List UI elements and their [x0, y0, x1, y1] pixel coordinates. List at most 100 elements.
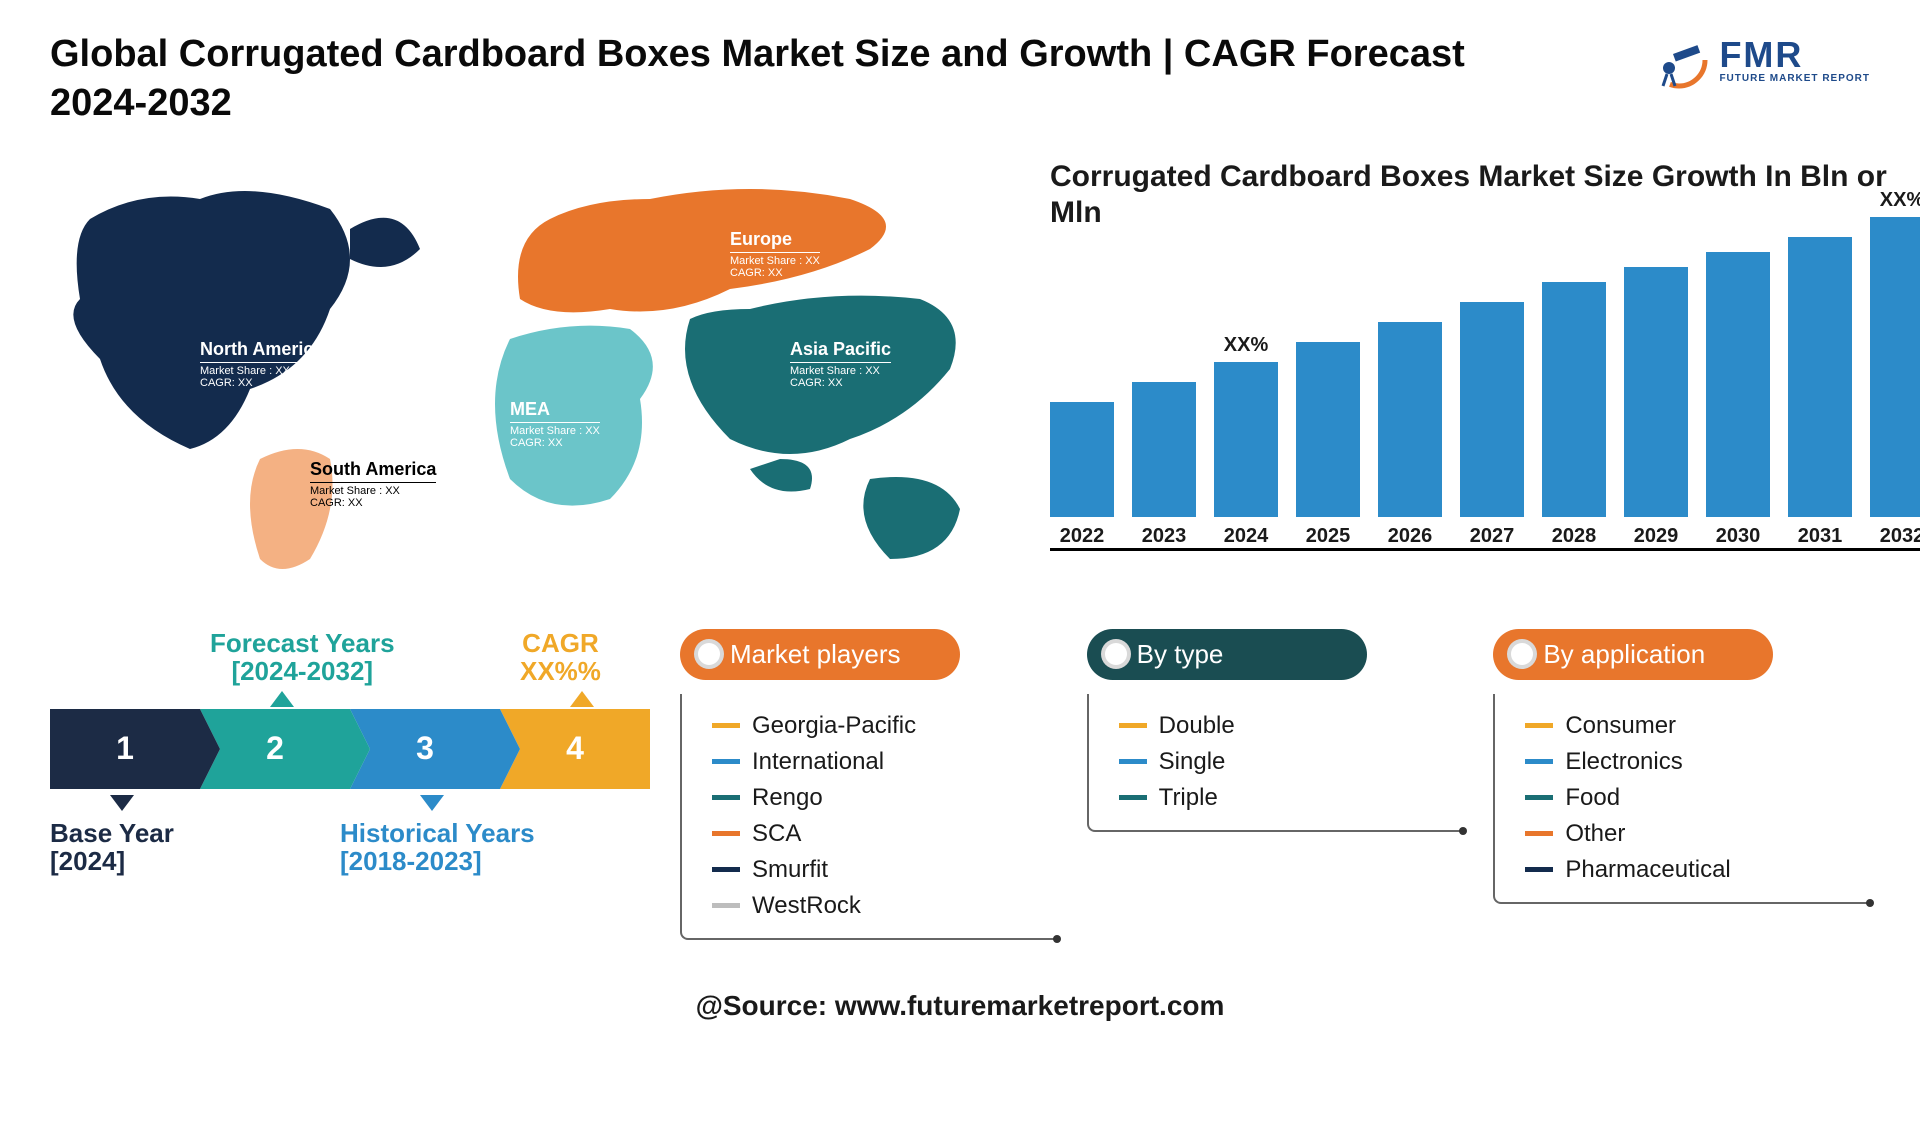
- bar-2029: 2029: [1624, 267, 1688, 548]
- color-dash-icon: [712, 867, 740, 872]
- tl-historical-years: Historical Years[2018-2023]: [340, 819, 535, 876]
- color-dash-icon: [712, 903, 740, 908]
- region-label-ap: Asia Pacific Market Share : XX CAGR: XX: [790, 339, 891, 389]
- bar-rect: [1214, 362, 1278, 517]
- list-item-label: Single: [1159, 748, 1226, 776]
- bar-chart-market-growth: Corrugated Cardboard Boxes Market Size G…: [1050, 159, 1920, 579]
- timeline-seg-2: 2: [200, 709, 350, 789]
- color-dash-icon: [1525, 867, 1553, 872]
- tl-base-year: Base Year[2024]: [50, 819, 174, 876]
- bar-2031: 2031: [1788, 237, 1852, 548]
- bar-rect: [1132, 382, 1196, 517]
- tl-arrow-down-icon: [420, 795, 444, 811]
- chevron-right-icon: [500, 709, 520, 789]
- tl-forecast-years: Forecast Years[2024-2032]: [210, 629, 395, 686]
- list-item-label: Georgia-Pacific: [752, 712, 916, 740]
- list-item-label: Triple: [1159, 784, 1218, 812]
- list-item: Smurfit: [712, 852, 1047, 888]
- bar-rect: [1870, 217, 1920, 517]
- bar-year-label: 2030: [1716, 525, 1761, 548]
- color-dash-icon: [712, 759, 740, 764]
- bar-2024: XX%2024: [1214, 362, 1278, 548]
- timeline-seg-1: 1: [50, 709, 200, 789]
- telescope-icon: [1649, 30, 1709, 90]
- list-item: Georgia-Pacific: [712, 708, 1047, 744]
- callout-2024: XX%: [1224, 334, 1268, 357]
- chevron-right-icon: [350, 709, 370, 789]
- list-item: Rengo: [712, 780, 1047, 816]
- pill-by-application: By application: [1493, 629, 1773, 680]
- timeline-infographic: Forecast Years[2024-2032] CAGRXX%% 1234 …: [50, 629, 650, 789]
- bar-2022: 2022: [1050, 402, 1114, 548]
- bar-year-label: 2031: [1798, 525, 1843, 548]
- logo-subtitle: FUTURE MARKET REPORT: [1719, 73, 1870, 84]
- bar-rect: [1624, 267, 1688, 517]
- list-item-label: Pharmaceutical: [1565, 856, 1730, 884]
- color-dash-icon: [1525, 795, 1553, 800]
- fmr-logo: FMR FUTURE MARKET REPORT: [1649, 30, 1870, 90]
- timeline-seg-4: 4: [500, 709, 650, 789]
- list-item-label: SCA: [752, 820, 801, 848]
- color-dash-icon: [712, 723, 740, 728]
- list-item-label: WestRock: [752, 892, 861, 920]
- bar-rect: [1296, 342, 1360, 517]
- list-item-label: Rengo: [752, 784, 823, 812]
- list-item-label: International: [752, 748, 884, 776]
- chevron-right-icon: [200, 709, 220, 789]
- color-dash-icon: [1119, 723, 1147, 728]
- tl-arrow-down-icon: [110, 795, 134, 811]
- list-item-label: Smurfit: [752, 856, 828, 884]
- tl-arrow-up-icon: [570, 691, 594, 707]
- bar-rect: [1542, 282, 1606, 517]
- list-item: Pharmaceutical: [1525, 852, 1860, 888]
- list-item-label: Other: [1565, 820, 1625, 848]
- bar-2028: 2028: [1542, 282, 1606, 548]
- source-attribution: @Source: www.futuremarketreport.com: [50, 990, 1870, 1022]
- region-label-eu: Europe Market Share : XX CAGR: XX: [730, 229, 820, 279]
- bar-year-label: 2028: [1552, 525, 1597, 548]
- list-item-label: Food: [1565, 784, 1620, 812]
- list-item: Consumer: [1525, 708, 1860, 744]
- list-item: International: [712, 744, 1047, 780]
- bar-year-label: 2022: [1060, 525, 1105, 548]
- bar-rect: [1788, 237, 1852, 517]
- bar-2032: XX%2032: [1870, 217, 1920, 548]
- pill-by-type: By type: [1087, 629, 1367, 680]
- bar-year-label: 2029: [1634, 525, 1679, 548]
- bar-2023: 2023: [1132, 382, 1196, 548]
- bar-year-label: 2027: [1470, 525, 1515, 548]
- callout-2032: XX%: [1880, 189, 1920, 212]
- bar-2027: 2027: [1460, 302, 1524, 548]
- bar-rect: [1378, 322, 1442, 517]
- list-item: SCA: [712, 816, 1047, 852]
- by-type-column: By type Double Single Triple: [1087, 629, 1464, 832]
- list-item: Triple: [1119, 780, 1454, 816]
- logo-text: FMR: [1719, 37, 1870, 73]
- color-dash-icon: [1525, 723, 1553, 728]
- bar-rect: [1460, 302, 1524, 517]
- list-item-label: Double: [1159, 712, 1235, 740]
- color-dash-icon: [1525, 831, 1553, 836]
- list-item: Electronics: [1525, 744, 1860, 780]
- color-dash-icon: [1119, 795, 1147, 800]
- color-dash-icon: [1119, 759, 1147, 764]
- world-map-regions: North America Market Share : XX CAGR: XX…: [50, 159, 1010, 579]
- bar-rect: [1050, 402, 1114, 517]
- list-item: Other: [1525, 816, 1860, 852]
- pill-market-players: Market players: [680, 629, 960, 680]
- list-item: WestRock: [712, 888, 1047, 924]
- chart-title: Corrugated Cardboard Boxes Market Size G…: [1050, 159, 1920, 231]
- page-title: Global Corrugated Cardboard Boxes Market…: [50, 30, 1550, 129]
- list-item: Double: [1119, 708, 1454, 744]
- bar-2025: 2025: [1296, 342, 1360, 548]
- bar-2026: 2026: [1378, 322, 1442, 548]
- list-item-label: Electronics: [1565, 748, 1682, 776]
- bar-2030: 2030: [1706, 252, 1770, 548]
- region-label-mea: MEA Market Share : XX CAGR: XX: [510, 399, 600, 449]
- bar-year-label: 2025: [1306, 525, 1351, 548]
- bar-year-label: 2023: [1142, 525, 1187, 548]
- list-item-label: Consumer: [1565, 712, 1676, 740]
- bar-year-label: 2026: [1388, 525, 1433, 548]
- region-label-na: North America Market Share : XX CAGR: XX: [200, 339, 323, 389]
- region-label-sa: South America Market Share : XX CAGR: XX: [310, 459, 436, 509]
